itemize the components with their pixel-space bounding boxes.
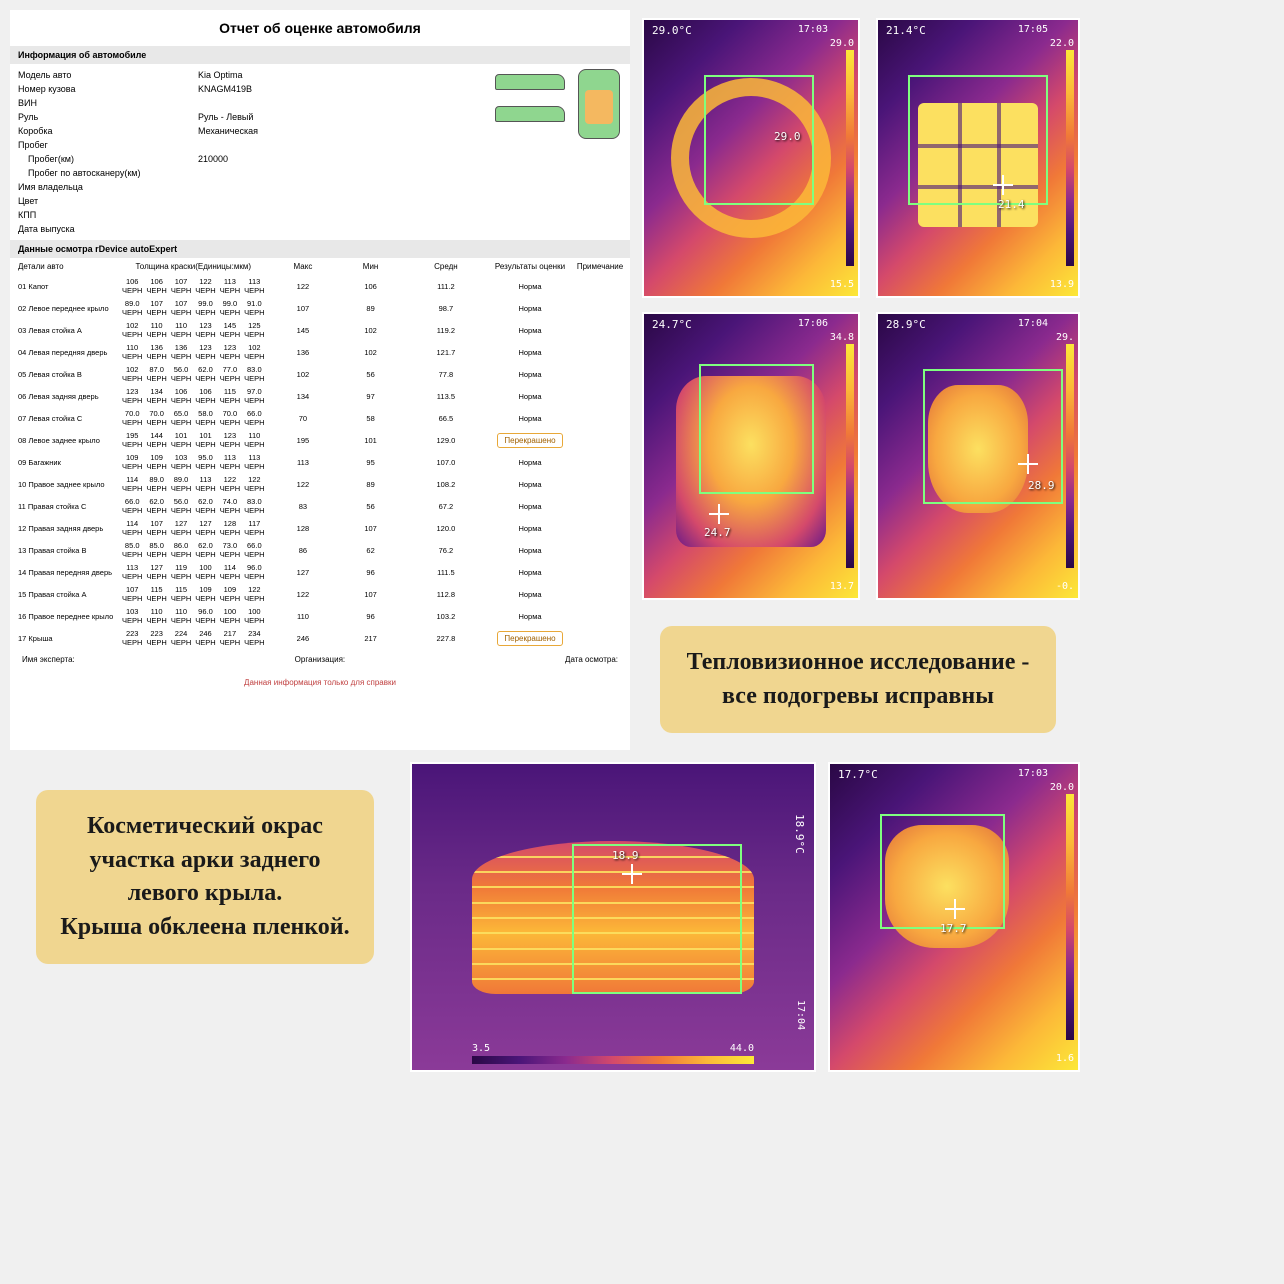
table-row: 12 Правая задняя дверь114ЧЕРН107ЧЕРН127Ч… [10,517,630,539]
section-inspection-data: Данные осмотра rDevice autoExpert [10,240,630,258]
table-row: 06 Левая задняя дверь123ЧЕРН134ЧЕРН106ЧЕ… [10,385,630,407]
table-row: 16 Правое переднее крыло103ЧЕРН110ЧЕРН11… [10,605,630,627]
table-row: 17 Крыша223ЧЕРН223ЧЕРН224ЧЕРН246ЧЕРН217Ч… [10,627,630,649]
table-row: 05 Левая стойка B102ЧЕРН87.0ЧЕРН56.0ЧЕРН… [10,363,630,385]
table-row: 07 Левая стойка C70.0ЧЕРН70.0ЧЕРН65.0ЧЕР… [10,407,630,429]
thermal-image-steering: 29.0°C 17:03 29.0 29.0 15.5 [642,18,860,298]
table-row: 03 Левая стойка A102ЧЕРН110ЧЕРН110ЧЕРН12… [10,319,630,341]
table-row: 14 Правая передняя дверь113ЧЕРН127ЧЕРН11… [10,561,630,583]
table-row: 13 Правая стойка B85.0ЧЕРН85.0ЧЕРН86.0ЧЕ… [10,539,630,561]
callout-thermal-ok: Тепловизионное исследование - все подогр… [660,626,1056,733]
paint-thickness-table: Детали авто Толщина краски(Единицы:мкм) … [10,258,630,649]
callout-paint-note: Косметический окрас участка арки заднего… [36,790,374,964]
thermal-image-mirror-right: 28.9°C 17:04 28.9 29. -0. [876,312,1080,600]
table-row: 11 Правая стойка C66.0ЧЕРН62.0ЧЕРН56.0ЧЕ… [10,495,630,517]
report-title: Отчет об оценке автомобиля [10,10,630,46]
table-row: 09 Багажник109ЧЕРН109ЧЕРН103ЧЕРН95.0ЧЕРН… [10,451,630,473]
vehicle-report: Отчет об оценке автомобиля Информация об… [10,10,630,750]
thermal-image-seat: 24.7°C 17:06 24.7 34.8 13.7 [642,312,860,600]
table-row: 04 Левая передняя дверь110ЧЕРН136ЧЕРН136… [10,341,630,363]
car-diagram-icon [490,69,620,149]
thermal-image-mirror-left: 17.7°C 17:03 17.7 20.0 1.6 [828,762,1080,1072]
vehicle-info-table: Модель автоKia Optima Номер кузоваKNAGM4… [10,64,630,240]
thermal-image-rear-defrost: 18.9°C 17:04 18.9 3.5 44.0 [410,762,816,1072]
disclaimer: Данная информация только для справки [10,670,630,695]
section-vehicle-info: Информация об автомобиле [10,46,630,64]
table-row: 10 Правое заднее крыло114ЧЕРН89.0ЧЕРН89.… [10,473,630,495]
thermal-image-window: 21.4°C 17:05 21.4 22.0 13.9 [876,18,1080,298]
table-row: 01 Капот106ЧЕРН106ЧЕРН107ЧЕРН122ЧЕРН113Ч… [10,275,630,297]
report-footer: Имя эксперта: Организация: Дата осмотра: [10,649,630,670]
table-row: 02 Левое переднее крыло89.0ЧЕРН107ЧЕРН10… [10,297,630,319]
table-row: 08 Левое заднее крыло195ЧЕРН144ЧЕРН101ЧЕ… [10,429,630,451]
table-row: 15 Правая стойка A107ЧЕРН115ЧЕРН115ЧЕРН1… [10,583,630,605]
